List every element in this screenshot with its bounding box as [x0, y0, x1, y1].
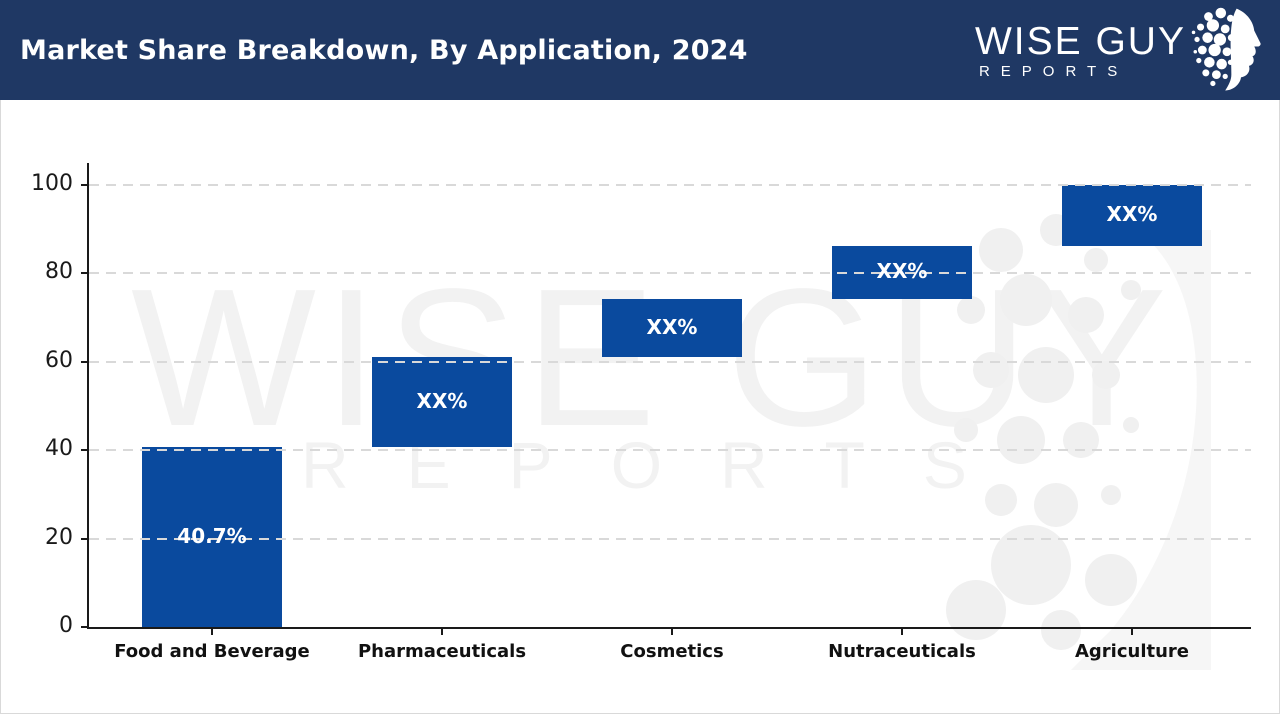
y-axis-tick-label: 20 — [45, 524, 73, 550]
bar-value-label: XX% — [416, 389, 468, 414]
page-title: Market Share Breakdown, By Application, … — [20, 34, 748, 66]
x-axis-tick — [901, 627, 903, 635]
watermark: WISE GUY REPORTS — [1, 100, 1279, 713]
y-axis-tick — [81, 272, 89, 275]
y-axis-tick — [81, 626, 89, 628]
bar-agriculture — [1062, 185, 1202, 246]
logo-head-icon — [1191, 7, 1261, 91]
x-axis-line — [87, 627, 1251, 629]
y-axis-tick-label: 40 — [45, 436, 73, 462]
x-axis-category-label: Pharmaceuticals — [357, 641, 527, 662]
bar-food-and-beverage — [142, 447, 282, 627]
y-axis-tick — [81, 449, 89, 452]
bar-value-label: XX% — [646, 315, 698, 340]
y-axis-tick — [81, 184, 89, 187]
gridline — [89, 184, 1251, 187]
x-axis-category-label: Agriculture — [1074, 641, 1190, 662]
y-axis-tick-label: 0 — [59, 613, 73, 638]
plot: 0 20 40 60 80 100 40.7% Food and Beverage XX% Pha… — [1, 100, 1279, 713]
y-axis-line — [87, 163, 89, 629]
logo-wordmark-block: WISE GUY REPORTS — [975, 22, 1186, 79]
bar-nutraceuticals — [832, 245, 972, 299]
logo-subtext: REPORTS — [978, 62, 1129, 80]
header: Market Share Breakdown, By Application, … — [0, 0, 1280, 100]
wise-guy-logo: WISE GUY REPORTS — [975, 4, 1266, 96]
y-axis-tick — [81, 537, 89, 540]
bar-cosmetics — [602, 298, 742, 358]
gridline — [89, 272, 1251, 275]
x-axis-tick — [211, 627, 213, 635]
y-axis-tick-label: 80 — [45, 259, 73, 285]
bar-value-label: 40.7% — [177, 524, 247, 549]
logo-wordmark: WISE GUY — [974, 19, 1186, 63]
gridline — [89, 537, 1251, 540]
bar-value-label: XX% — [1106, 202, 1158, 227]
bar-pharmaceuticals — [372, 357, 512, 448]
bar-value-label: XX% — [876, 259, 928, 284]
x-axis-tick — [671, 627, 673, 635]
y-axis-tick — [81, 360, 89, 363]
x-axis-category-label: Cosmetics — [620, 641, 724, 662]
chart-area: WISE GUY REPORTS 0 20 40 60 80 100 40.7% Food a… — [0, 100, 1280, 714]
x-axis-tick — [441, 627, 443, 635]
x-axis-tick — [1131, 627, 1133, 635]
gridline — [89, 449, 1251, 452]
gridline — [89, 360, 1251, 363]
y-axis-tick-label: 60 — [45, 347, 73, 373]
y-axis-tick-label: 100 — [31, 171, 73, 197]
x-axis-category-label: Food and Beverage — [114, 641, 310, 662]
x-axis-category-label: Nutraceuticals — [828, 641, 976, 662]
